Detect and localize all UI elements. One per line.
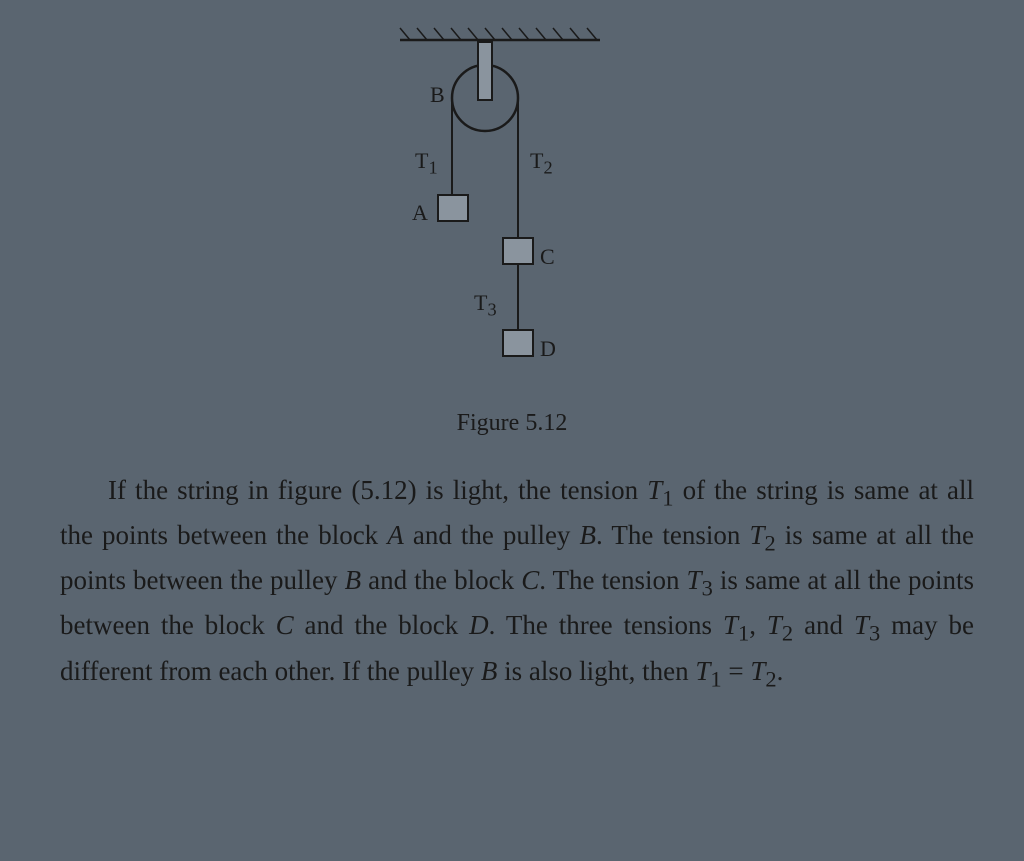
p-c: C [521, 565, 539, 595]
label-d: D [540, 336, 556, 362]
p-t1bsub: 1 [738, 621, 749, 646]
page-container: B T1 T2 A C T3 D Figure 5.12 If the stri… [0, 0, 1024, 861]
label-t3-sub: 3 [487, 299, 496, 319]
figure-caption: Figure 5.12 [0, 410, 1024, 437]
p-eqt1: T [695, 656, 710, 686]
p-eqt2sub: 2 [765, 666, 776, 691]
p-b: B [580, 520, 597, 550]
p-t3bsub: 3 [869, 621, 880, 646]
pulley-axle [478, 42, 492, 100]
label-t1-sub: 1 [428, 157, 437, 177]
label-a: A [412, 200, 428, 226]
label-c: C [540, 244, 555, 270]
p-eqt1sub: 1 [710, 666, 721, 691]
ceiling-hatching [400, 28, 597, 40]
p-t1b: T [723, 610, 738, 640]
p-part10: . The three tensions [489, 610, 723, 640]
p-part3: and the pulley [404, 520, 580, 550]
p-b3: B [481, 656, 498, 686]
p-t3b: T [854, 610, 869, 640]
label-t3-var: T [474, 290, 487, 315]
block-d [503, 330, 533, 356]
label-b: B [430, 82, 445, 108]
p-part9: and the block [294, 610, 470, 640]
p-t1sub: 1 [662, 485, 673, 510]
p-t2sub: 2 [764, 531, 775, 556]
paragraph-text: If the string in figure (5.12) is light,… [60, 470, 974, 696]
block-c [503, 238, 533, 264]
p-part6: and the block [361, 565, 521, 595]
figure-area: B T1 T2 A C T3 D [380, 20, 660, 400]
p-t3sub: 3 [702, 576, 713, 601]
p-part11: and [793, 610, 854, 640]
label-t1: T1 [415, 148, 438, 178]
p-t2b: T [767, 610, 782, 640]
label-t2-sub: 2 [543, 157, 552, 177]
p-eqt2: T [750, 656, 765, 686]
p-t1: T [647, 475, 662, 505]
p-b2: B [345, 565, 362, 595]
p-t2bsub: 2 [782, 621, 793, 646]
p-part7: . The tension [539, 565, 686, 595]
p-a: A [387, 520, 404, 550]
block-a [438, 195, 468, 221]
p-c2: C [276, 610, 294, 640]
p-period: . [777, 656, 784, 686]
label-t2-var: T [530, 148, 543, 173]
p-t2: T [749, 520, 764, 550]
p-part1: If the string in figure (5.12) is light,… [108, 475, 647, 505]
label-t1-var: T [415, 148, 428, 173]
p-part4: . The tension [596, 520, 749, 550]
p-part13: is also light, then [497, 656, 695, 686]
p-eq: = [722, 656, 751, 686]
p-t3: T [687, 565, 702, 595]
p-d: D [469, 610, 489, 640]
label-t3: T3 [474, 290, 497, 320]
p-comma1: , [749, 610, 767, 640]
label-t2: T2 [530, 148, 553, 178]
